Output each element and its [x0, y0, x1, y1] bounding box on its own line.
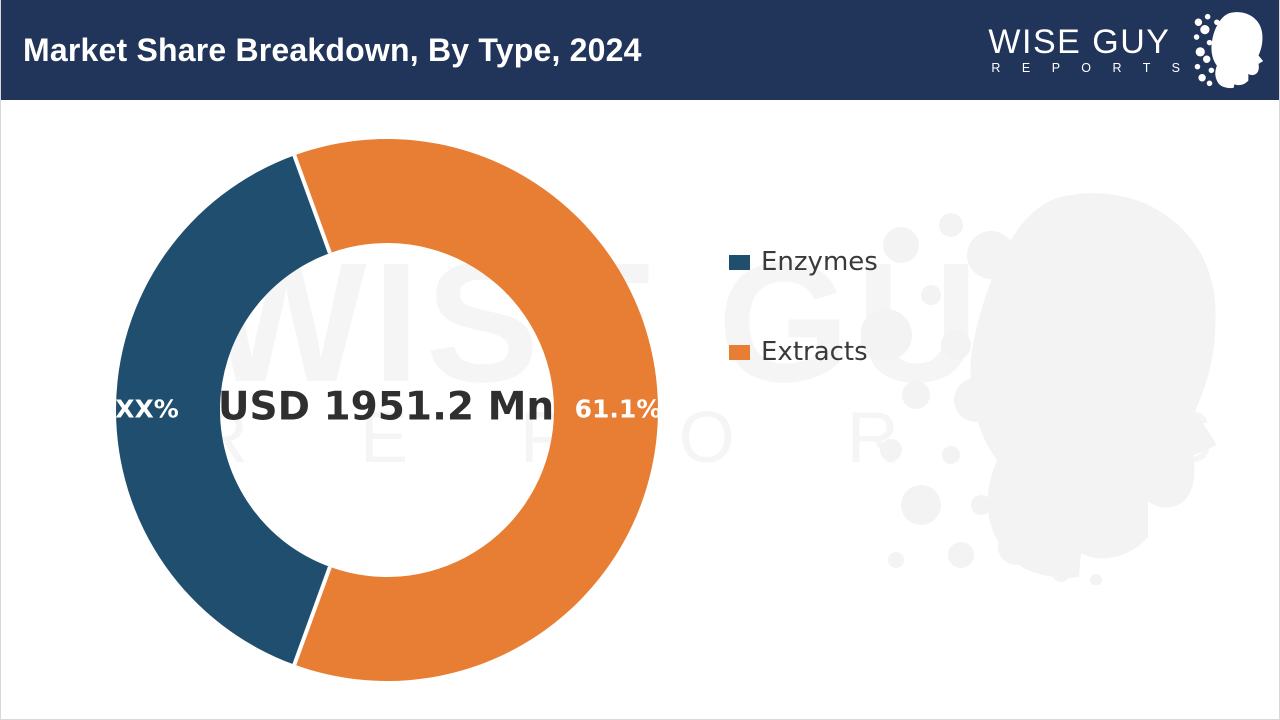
market-value-label: USD 1951.2 Mn	[217, 384, 555, 430]
extracts-color-swatch	[729, 344, 750, 360]
legend-item-extracts: Extracts	[729, 336, 878, 368]
page-title: Market Share Breakdown, By Type, 2024	[23, 31, 642, 68]
segment-divider-top	[292, 154, 332, 254]
segment-divider-bottom	[292, 566, 332, 666]
enzymes-color-swatch	[729, 254, 750, 270]
chart-legend: Enzymes Extracts	[729, 246, 878, 426]
legend-label-extracts: Extracts	[761, 337, 868, 367]
header-bar: Market Share Breakdown, By Type, 2024 WI…	[1, 0, 1279, 100]
donut-segment-extracts	[294, 139, 658, 681]
legend-item-enzymes: Enzymes	[729, 246, 878, 278]
logo-text: WISE GUY R E P O R T S	[988, 23, 1189, 75]
wiseguy-logo: WISE GUY R E P O R T S	[988, 9, 1265, 91]
logo-brand-text: WISE GUY	[988, 23, 1171, 62]
enzymes-share-label: XX%	[115, 394, 179, 424]
logo-head-profile-dots-icon	[1193, 12, 1264, 89]
donut-chart	[115, 139, 658, 681]
extracts-share-label: 61.1%	[574, 394, 662, 424]
watermark-head-profile-dots-icon	[861, 193, 1217, 585]
legend-label-enzymes: Enzymes	[761, 247, 878, 277]
logo-reports-text: R E P O R T S	[991, 60, 1189, 75]
donut-segment-enzymes	[115, 155, 330, 665]
